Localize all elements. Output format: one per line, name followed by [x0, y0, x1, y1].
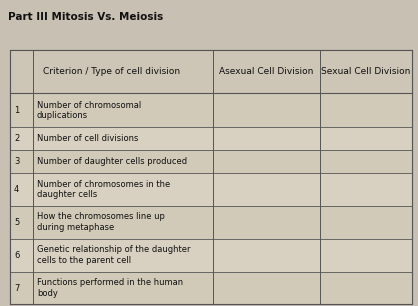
- Text: Asexual Cell Division: Asexual Cell Division: [219, 67, 314, 76]
- Text: 3: 3: [14, 157, 19, 166]
- Text: 2: 2: [14, 134, 19, 143]
- Text: Number of cell divisions: Number of cell divisions: [37, 134, 138, 143]
- Bar: [10, 206, 412, 239]
- Text: 7: 7: [14, 284, 19, 293]
- Text: 6: 6: [14, 251, 19, 260]
- Text: Criterion / Type of cell division: Criterion / Type of cell division: [43, 67, 181, 76]
- Text: Part III Mitosis Vs. Meiosis: Part III Mitosis Vs. Meiosis: [8, 12, 163, 22]
- Bar: [10, 50, 412, 304]
- Bar: [10, 50, 412, 93]
- Text: Sexual Cell Division: Sexual Cell Division: [321, 67, 410, 76]
- Text: 1: 1: [14, 106, 19, 115]
- Text: Functions performed in the human
body: Functions performed in the human body: [37, 278, 183, 298]
- Bar: [10, 173, 412, 206]
- Text: Genetic relationship of the daughter
cells to the parent cell: Genetic relationship of the daughter cel…: [37, 245, 190, 265]
- Text: 5: 5: [14, 218, 19, 227]
- Text: Number of chromosomal
duplications: Number of chromosomal duplications: [37, 101, 141, 120]
- Bar: [10, 93, 412, 128]
- Bar: [10, 128, 412, 150]
- Bar: [10, 150, 412, 173]
- Text: Number of daughter cells produced: Number of daughter cells produced: [37, 157, 187, 166]
- Text: How the chromosomes line up
during metaphase: How the chromosomes line up during metap…: [37, 212, 165, 232]
- Bar: [10, 272, 412, 304]
- Text: Number of chromosomes in the
daughter cells: Number of chromosomes in the daughter ce…: [37, 180, 170, 199]
- Text: 4: 4: [14, 185, 19, 194]
- Bar: [10, 239, 412, 272]
